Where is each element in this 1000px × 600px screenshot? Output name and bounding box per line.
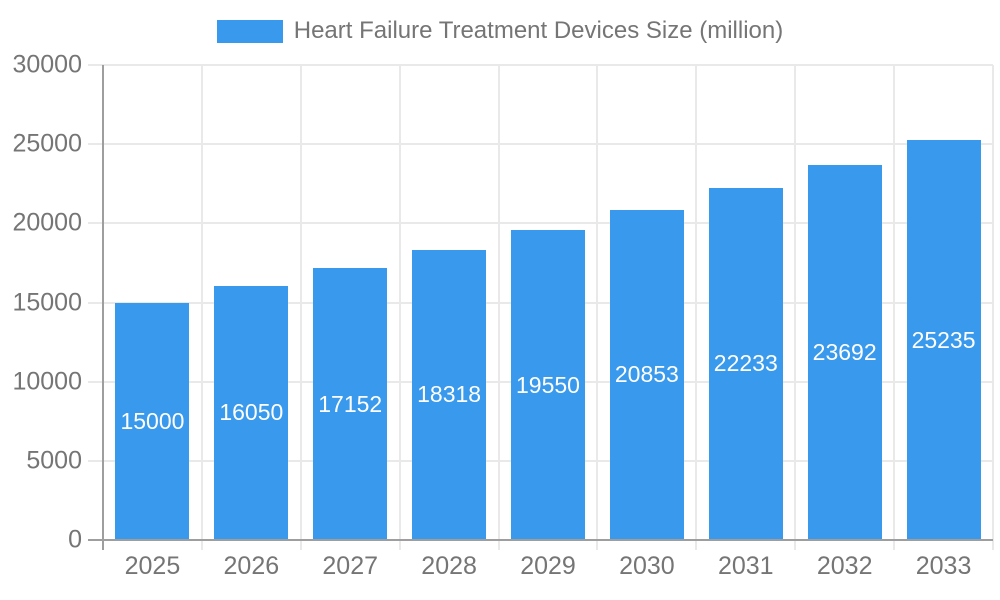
x-tick-label-2032: 2032	[816, 552, 873, 580]
horizontal-gridline	[88, 143, 993, 146]
bar-2029[interactable]: 19550	[511, 230, 585, 540]
y-tick-label-30000: 30000	[12, 50, 82, 79]
y-tick-label-10000: 10000	[12, 367, 82, 396]
legend-item[interactable]: Heart Failure Treatment Devices Size (mi…	[216, 17, 784, 45]
bar-2033[interactable]: 25235	[906, 140, 981, 540]
x-tick-label-2033: 2033	[915, 552, 972, 580]
y-tick-label-5000: 5000	[26, 446, 82, 475]
vertical-gridline	[596, 65, 599, 550]
bar-value-label: 20853	[614, 361, 679, 388]
y-axis-tick-labels: 0 5000 10000 15000 20000 25000 30000	[0, 52, 82, 552]
bar-2030[interactable]: 20853	[609, 209, 684, 540]
bar-2026[interactable]: 16050	[214, 285, 289, 540]
bar-value-label: 15000	[120, 407, 185, 434]
x-tick-label-2031: 2031	[717, 552, 774, 580]
x-axis-tick-labels: 2025 2026 2027 2028 2029 2030 2031 2032 2033	[103, 552, 993, 581]
chart-legend: Heart Failure Treatment Devices Size (mi…	[0, 17, 1000, 45]
y-axis-line	[102, 65, 104, 550]
y-tick-label-0: 0	[68, 525, 82, 554]
y-tick-label-15000: 15000	[12, 288, 82, 316]
horizontal-gridline	[88, 64, 993, 66]
plot-area: 15000 16050 17152 18318 19550 20853 22233 23692…	[88, 64, 994, 550]
x-tick-label-2029: 2029	[520, 552, 576, 580]
x-tick-label-2027: 2027	[322, 552, 379, 580]
x-tick-label-2025: 2025	[124, 552, 181, 580]
bar-value-label: 18318	[417, 381, 482, 408]
y-tick-label-20000: 20000	[12, 208, 82, 237]
legend-swatch	[216, 19, 283, 43]
vertical-gridline	[200, 65, 203, 550]
bar-value-label: 23692	[812, 338, 877, 365]
bar-2027[interactable]: 17152	[313, 268, 388, 540]
vertical-gridline	[299, 65, 302, 550]
vertical-gridline	[497, 65, 500, 550]
vertical-gridline	[695, 65, 698, 550]
bar-value-label: 17152	[318, 390, 383, 417]
vertical-gridline	[398, 65, 401, 550]
vertical-gridline	[992, 65, 994, 550]
vertical-gridline	[893, 65, 896, 550]
bar-value-label: 22233	[713, 350, 778, 377]
vertical-gridline	[794, 65, 797, 550]
x-tick-label-2028: 2028	[421, 552, 477, 580]
legend-label: Heart Failure Treatment Devices Size (mi…	[293, 17, 784, 44]
x-tick-label-2030: 2030	[619, 552, 675, 580]
x-tick-label-2026: 2026	[223, 552, 280, 580]
horizontal-gridline	[88, 222, 993, 225]
x-axis-line	[88, 539, 993, 541]
bar-value-label: 16050	[219, 399, 284, 426]
bar-2032[interactable]: 23692	[807, 164, 882, 540]
bar-value-label: 25235	[911, 326, 976, 353]
bar-value-label: 19550	[516, 371, 580, 398]
bar-2028[interactable]: 18318	[412, 249, 487, 540]
y-tick-label-25000: 25000	[12, 129, 82, 158]
bar-2025[interactable]: 15000	[115, 302, 190, 540]
bar-2031[interactable]: 22233	[708, 187, 783, 540]
